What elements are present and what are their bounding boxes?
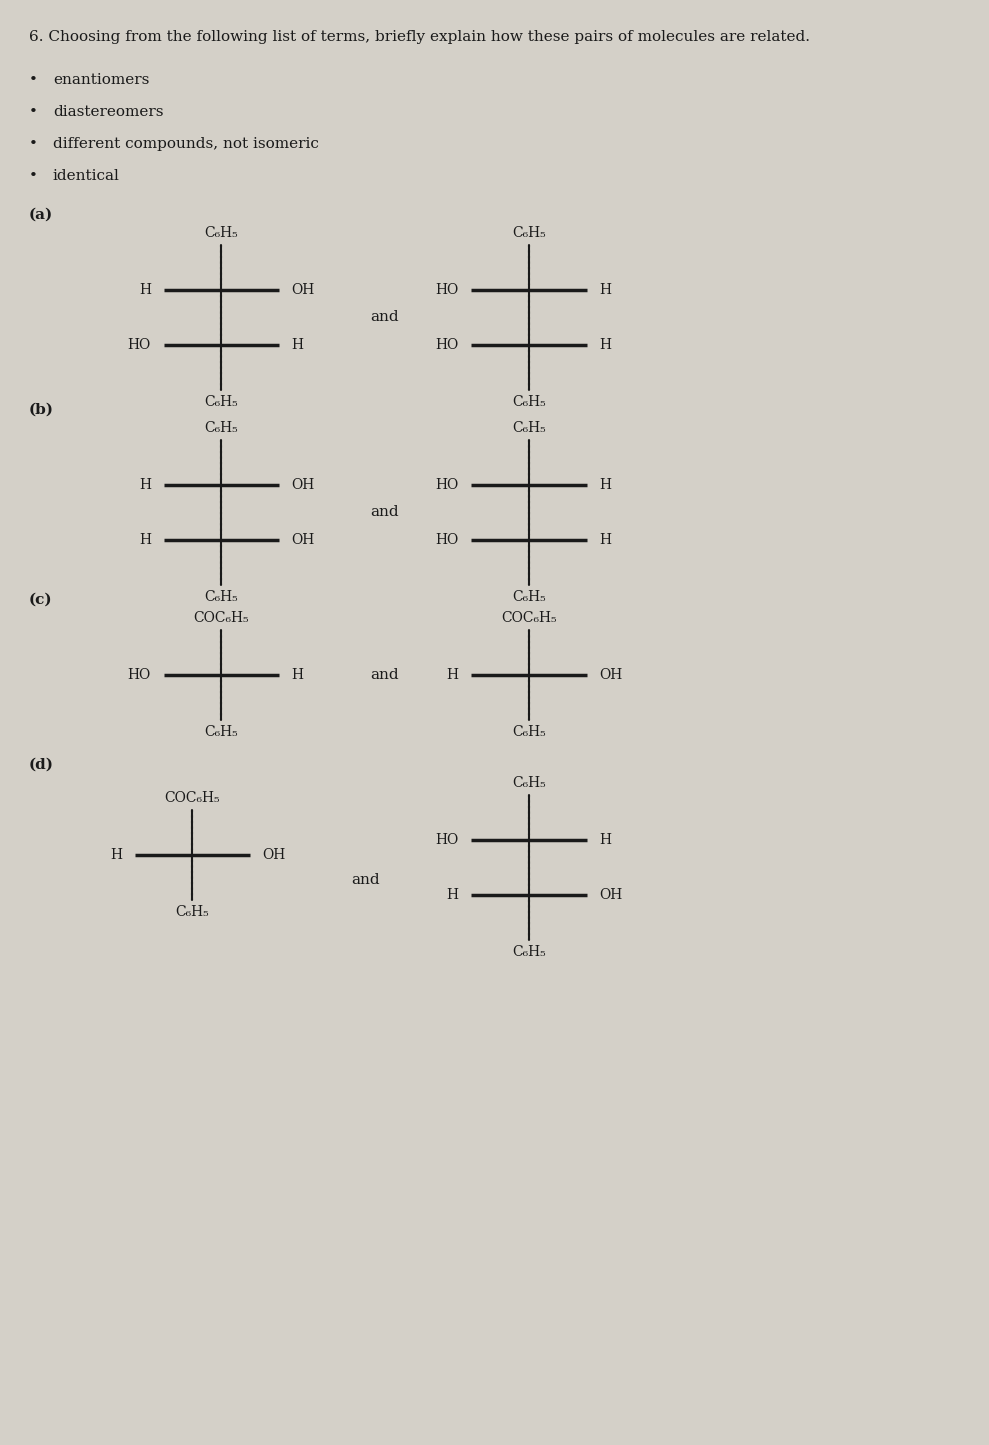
- Text: different compounds, not isomeric: different compounds, not isomeric: [52, 137, 318, 150]
- Text: H: H: [292, 338, 304, 353]
- Text: H: H: [139, 283, 151, 298]
- Text: C₆H₅: C₆H₅: [205, 420, 238, 435]
- Text: C₆H₅: C₆H₅: [512, 225, 546, 240]
- Text: C₆H₅: C₆H₅: [205, 394, 238, 409]
- Text: HO: HO: [435, 283, 459, 298]
- Text: H: H: [447, 668, 459, 682]
- Text: H: H: [139, 533, 151, 548]
- Text: OH: OH: [292, 533, 315, 548]
- Text: 6. Choosing from the following list of terms, briefly explain how these pairs of: 6. Choosing from the following list of t…: [29, 30, 810, 43]
- Text: enantiomers: enantiomers: [52, 74, 149, 87]
- Text: HO: HO: [435, 832, 459, 847]
- Text: H: H: [447, 889, 459, 902]
- Text: H: H: [599, 478, 611, 491]
- Text: OH: OH: [292, 283, 315, 298]
- Text: COC₆H₅: COC₆H₅: [164, 790, 221, 805]
- Text: OH: OH: [292, 478, 315, 491]
- Text: (b): (b): [29, 403, 53, 418]
- Text: HO: HO: [435, 533, 459, 548]
- Text: identical: identical: [52, 169, 120, 184]
- Text: H: H: [139, 478, 151, 491]
- Text: HO: HO: [435, 478, 459, 491]
- Text: COC₆H₅: COC₆H₅: [194, 611, 249, 626]
- Text: C₆H₅: C₆H₅: [512, 590, 546, 604]
- Text: C₆H₅: C₆H₅: [512, 420, 546, 435]
- Text: C₆H₅: C₆H₅: [512, 945, 546, 959]
- Text: OH: OH: [262, 848, 286, 863]
- Text: HO: HO: [128, 668, 151, 682]
- Text: •: •: [30, 169, 39, 184]
- Text: and: and: [371, 504, 399, 519]
- Text: H: H: [599, 533, 611, 548]
- Text: C₆H₅: C₆H₅: [176, 905, 209, 919]
- Text: HO: HO: [128, 338, 151, 353]
- Text: •: •: [30, 105, 39, 118]
- Text: (a): (a): [29, 208, 53, 223]
- Text: HO: HO: [435, 338, 459, 353]
- Text: •: •: [30, 74, 39, 87]
- Text: H: H: [599, 832, 611, 847]
- Text: OH: OH: [599, 668, 622, 682]
- Text: C₆H₅: C₆H₅: [205, 225, 238, 240]
- Text: C₆H₅: C₆H₅: [512, 776, 546, 790]
- Text: and: and: [351, 873, 380, 887]
- Text: and: and: [371, 311, 399, 324]
- Text: C₆H₅: C₆H₅: [512, 394, 546, 409]
- Text: C₆H₅: C₆H₅: [512, 725, 546, 738]
- Text: H: H: [110, 848, 123, 863]
- Text: diastereomers: diastereomers: [52, 105, 163, 118]
- Text: C₆H₅: C₆H₅: [205, 590, 238, 604]
- Text: H: H: [599, 338, 611, 353]
- Text: C₆H₅: C₆H₅: [205, 725, 238, 738]
- Text: (c): (c): [29, 592, 52, 607]
- Text: OH: OH: [599, 889, 622, 902]
- Text: COC₆H₅: COC₆H₅: [501, 611, 557, 626]
- Text: and: and: [371, 668, 399, 682]
- Text: H: H: [599, 283, 611, 298]
- Text: H: H: [292, 668, 304, 682]
- Text: (d): (d): [29, 759, 53, 772]
- Text: •: •: [30, 137, 39, 150]
